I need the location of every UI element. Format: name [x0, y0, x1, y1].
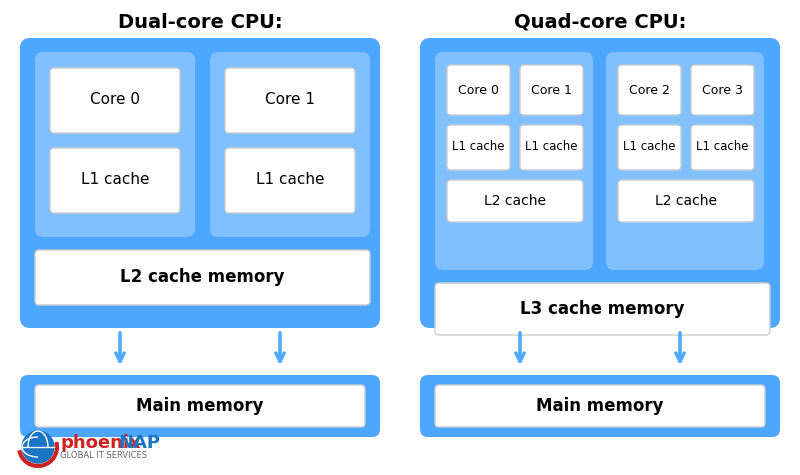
FancyBboxPatch shape: [20, 38, 380, 328]
Text: L2 cache: L2 cache: [655, 194, 717, 208]
Text: L2 cache memory: L2 cache memory: [120, 268, 284, 286]
FancyBboxPatch shape: [210, 52, 370, 237]
FancyBboxPatch shape: [420, 38, 780, 328]
FancyBboxPatch shape: [520, 65, 583, 115]
Text: L1 cache: L1 cache: [525, 141, 578, 153]
FancyBboxPatch shape: [35, 385, 365, 427]
FancyBboxPatch shape: [447, 180, 583, 222]
FancyBboxPatch shape: [691, 65, 754, 115]
Text: L1 cache: L1 cache: [452, 141, 504, 153]
Text: Main memory: Main memory: [536, 397, 664, 415]
Text: Core 0: Core 0: [90, 93, 140, 107]
FancyBboxPatch shape: [50, 68, 180, 133]
FancyBboxPatch shape: [225, 148, 355, 213]
Text: phoenix: phoenix: [60, 434, 141, 452]
FancyBboxPatch shape: [618, 65, 681, 115]
FancyBboxPatch shape: [435, 385, 765, 427]
Text: Dual-core CPU:: Dual-core CPU:: [118, 12, 282, 31]
Text: L1 cache: L1 cache: [256, 172, 324, 188]
FancyBboxPatch shape: [618, 180, 754, 222]
Text: Core 2: Core 2: [629, 84, 670, 96]
FancyBboxPatch shape: [447, 125, 510, 170]
Text: L1 cache: L1 cache: [622, 141, 675, 153]
Text: Core 1: Core 1: [530, 84, 571, 96]
FancyBboxPatch shape: [35, 250, 370, 305]
Text: L3 cache memory: L3 cache memory: [520, 300, 684, 318]
Text: Core 3: Core 3: [702, 84, 742, 96]
FancyBboxPatch shape: [447, 65, 510, 115]
Text: NAP: NAP: [118, 434, 160, 452]
FancyBboxPatch shape: [420, 375, 780, 437]
FancyBboxPatch shape: [20, 375, 380, 437]
FancyBboxPatch shape: [35, 52, 195, 237]
FancyBboxPatch shape: [50, 148, 180, 213]
Text: Quad-core CPU:: Quad-core CPU:: [514, 12, 686, 31]
FancyBboxPatch shape: [618, 125, 681, 170]
Text: GLOBAL IT SERVICES: GLOBAL IT SERVICES: [60, 452, 147, 460]
Text: L1 cache: L1 cache: [81, 172, 150, 188]
FancyBboxPatch shape: [435, 52, 593, 270]
Text: L2 cache: L2 cache: [484, 194, 546, 208]
FancyBboxPatch shape: [691, 125, 754, 170]
FancyBboxPatch shape: [225, 68, 355, 133]
Text: Core 0: Core 0: [458, 84, 498, 96]
Circle shape: [22, 431, 54, 463]
Text: Core 1: Core 1: [265, 93, 315, 107]
Text: Main memory: Main memory: [136, 397, 264, 415]
Text: L1 cache: L1 cache: [696, 141, 748, 153]
FancyBboxPatch shape: [520, 125, 583, 170]
FancyBboxPatch shape: [435, 283, 770, 335]
FancyBboxPatch shape: [606, 52, 764, 270]
